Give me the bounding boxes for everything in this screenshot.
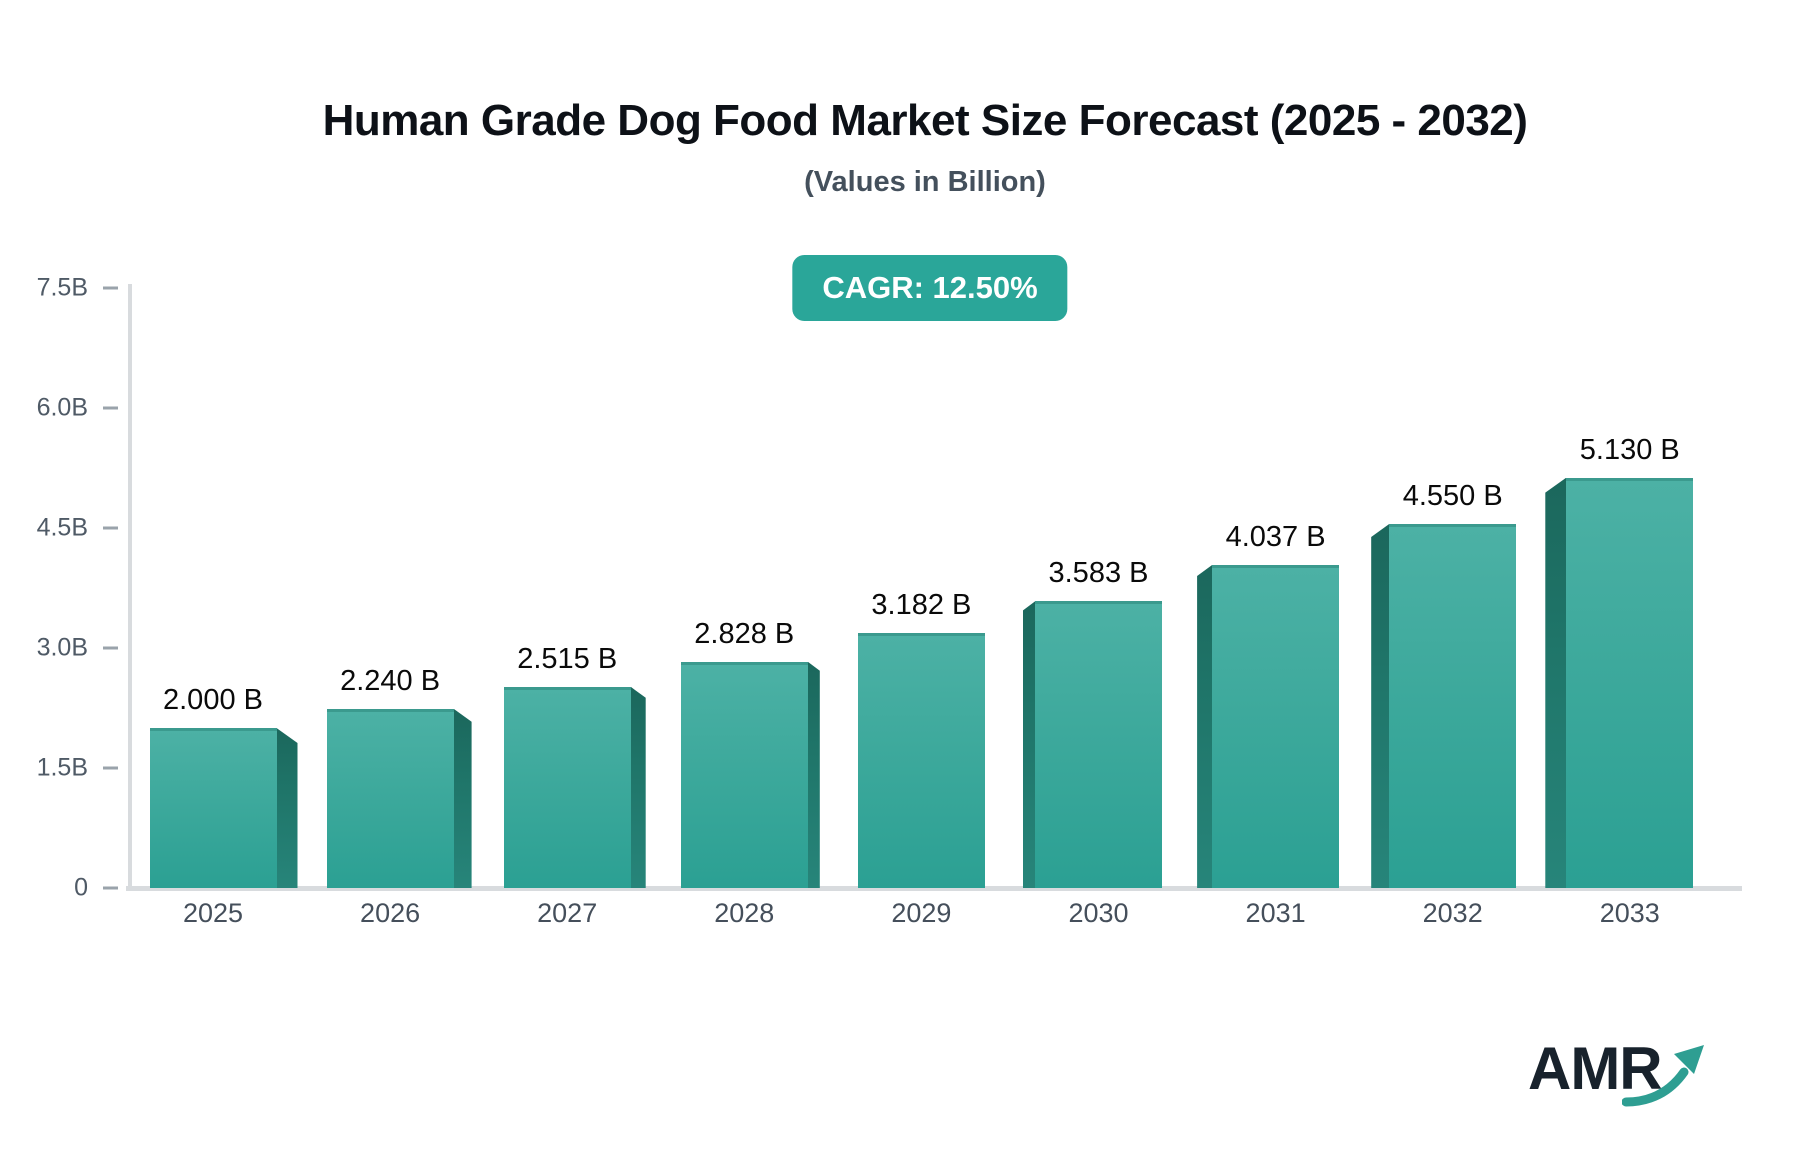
y-axis-tick-mark: [103, 406, 118, 410]
y-axis-tick-mark: [103, 646, 118, 650]
y-axis-tick-mark: [103, 526, 118, 530]
bar-front-face: [1389, 524, 1517, 888]
bar-side-face: [1371, 524, 1390, 888]
y-axis-tick-label: 6.0B: [36, 393, 88, 422]
chart-subtitle: (Values in Billion): [804, 166, 1046, 198]
chart-title: Human Grade Dog Food Market Size Forecas…: [322, 96, 1528, 145]
x-axis-label: 2026: [360, 898, 421, 928]
x-axis-label: 2033: [1599, 898, 1660, 928]
x-axis-label: 2027: [537, 898, 598, 928]
bar-value-label: 4.037 B: [1225, 521, 1326, 554]
bar-front-face: [1566, 477, 1694, 888]
bar-front-face: [503, 686, 631, 888]
bar-value-label: 2.000 B: [163, 684, 263, 716]
y-axis-tick-label: 1.5B: [36, 753, 88, 782]
amr-logo-text: AMR: [1528, 1035, 1663, 1102]
bar-side-face: [807, 661, 820, 888]
bar-value-label: 2.240 B: [340, 664, 441, 697]
x-axis-label: 2025: [182, 898, 244, 928]
x-axis-line: [126, 886, 1742, 891]
bar-side-face: [453, 708, 472, 888]
y-axis-tick-label: 0: [74, 873, 88, 902]
x-axis-label: 2032: [1422, 898, 1483, 928]
bar-front-face: [680, 661, 808, 888]
y-axis-tick-mark: [103, 286, 118, 290]
bar-value-label: 3.583 B: [1048, 557, 1149, 590]
bar-side-face: [1023, 601, 1035, 888]
bar-front-face: [1212, 565, 1340, 888]
bar-value-label: 2.515 B: [517, 642, 618, 675]
bar-side-face: [1545, 477, 1567, 888]
y-axis-tick-mark: [103, 766, 118, 770]
bar-value-label: 2.828 B: [694, 617, 795, 650]
bar-value-label: 4.550 B: [1402, 480, 1503, 512]
bar-side-face: [630, 686, 646, 888]
bar-side-face: [1197, 565, 1213, 888]
bar-value-label: 5.130 B: [1579, 433, 1680, 466]
bar-side-face: [276, 728, 298, 888]
bar-front-face: [1035, 601, 1162, 888]
bar-value-label: 3.182 B: [871, 589, 972, 622]
x-axis-label: 2028: [714, 898, 775, 928]
y-axis-tick-label: 4.5B: [36, 513, 88, 542]
bar-front-face: [326, 708, 454, 888]
bar-front-face: [857, 633, 985, 888]
y-axis-tick-label: 3.0B: [36, 633, 88, 662]
x-axis-label: 2031: [1245, 898, 1306, 928]
y-axis-line: [128, 284, 132, 890]
x-axis-label: 2029: [891, 898, 952, 928]
x-axis-label: 2030: [1068, 898, 1129, 928]
y-axis-tick-label: 7.5B: [36, 273, 88, 302]
amr-logo-arrow-icon: [1622, 1045, 1704, 1107]
amr-logo: AMR: [1528, 1034, 1728, 1118]
y-axis-tick-mark: [103, 886, 118, 890]
cagr-badge: CAGR: 12.50%: [792, 255, 1068, 321]
bar-front-face: [149, 728, 277, 888]
